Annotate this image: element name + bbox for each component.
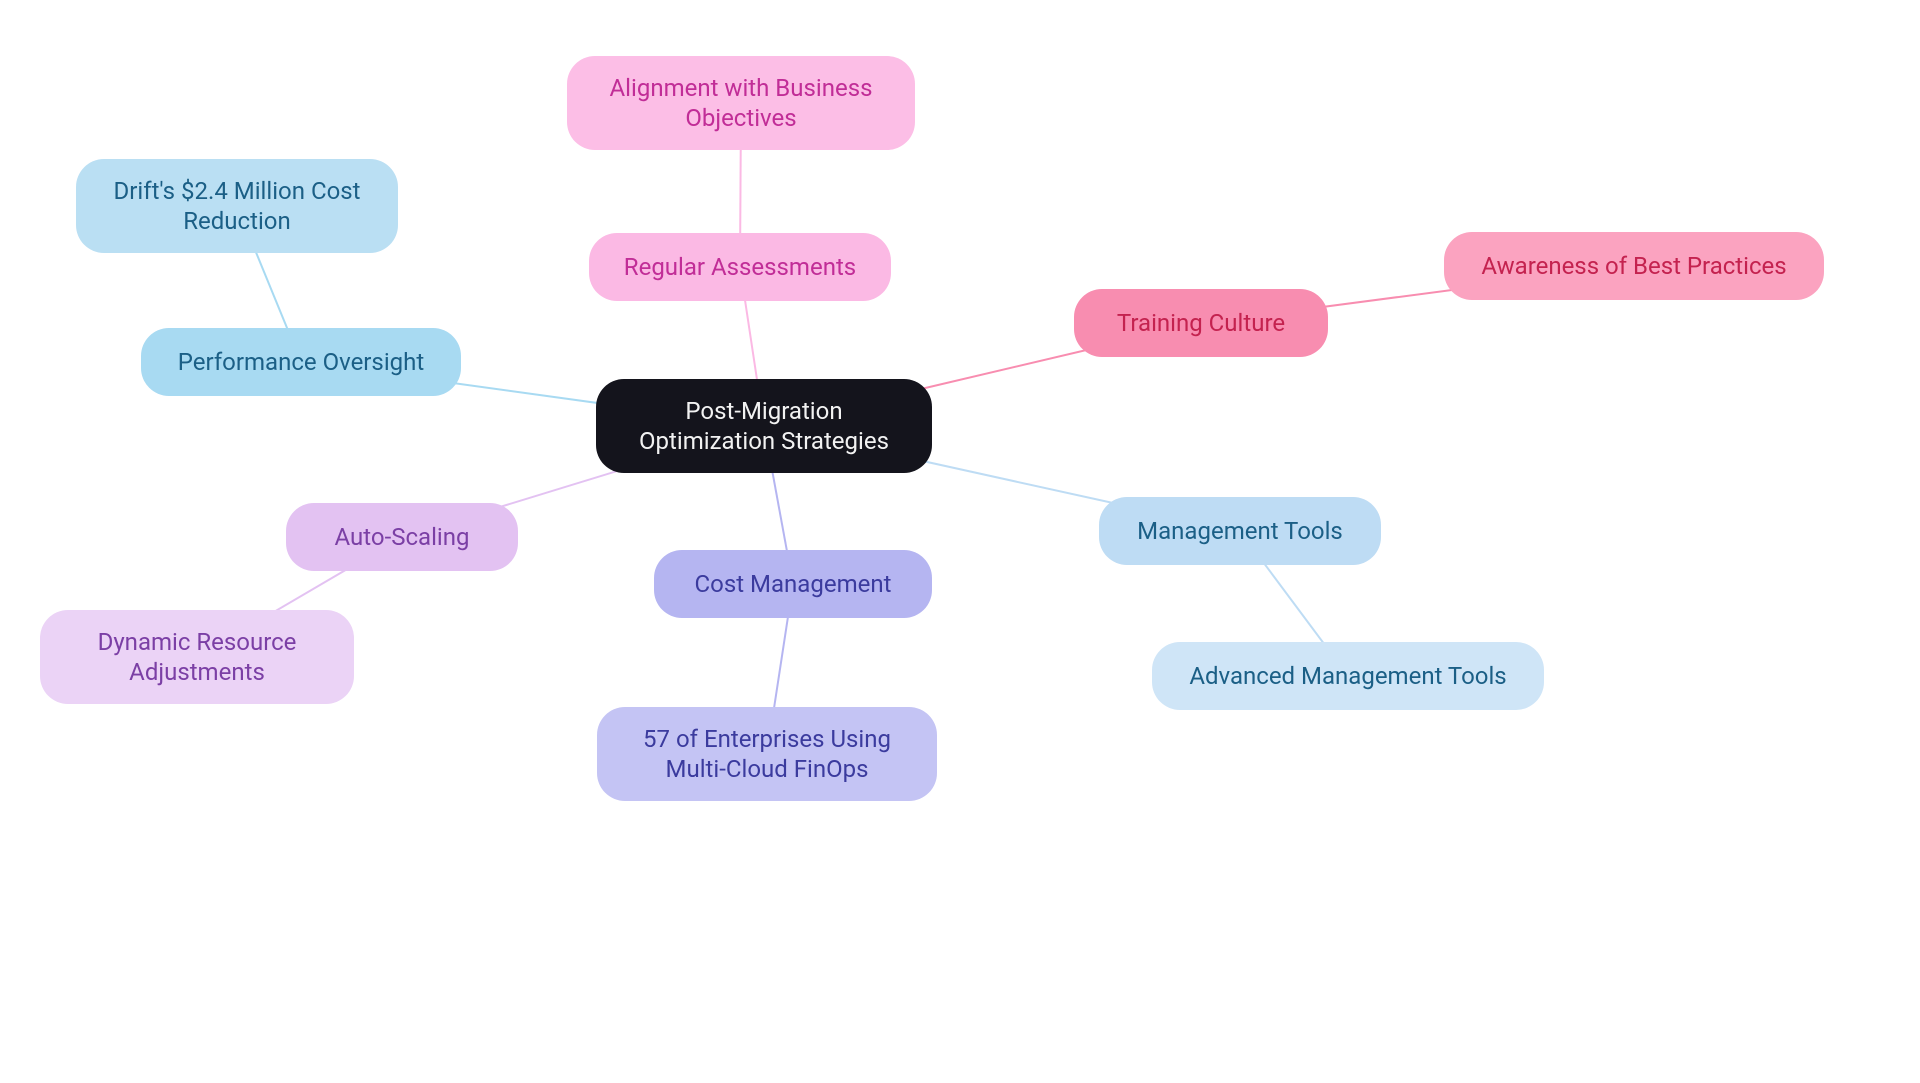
node-awareness: Awareness of Best Practices bbox=[1444, 232, 1824, 300]
node-finops: 57 of Enterprises Using Multi-Cloud FinO… bbox=[597, 707, 937, 801]
mindmap-canvas: Post-Migration Optimization Strategies Pe… bbox=[0, 0, 1920, 1083]
node-drift: Drift's $2.4 Million Cost Reduction bbox=[76, 159, 398, 253]
node-cost: Cost Management bbox=[654, 550, 932, 618]
node-training: Training Culture bbox=[1074, 289, 1328, 357]
node-dynamic: Dynamic Resource Adjustments bbox=[40, 610, 354, 704]
node-auto: Auto-Scaling bbox=[286, 503, 518, 571]
node-advmgmt: Advanced Management Tools bbox=[1152, 642, 1544, 710]
node-alignment: Alignment with Business Objectives bbox=[567, 56, 915, 150]
node-center: Post-Migration Optimization Strategies bbox=[596, 379, 932, 473]
node-perf: Performance Oversight bbox=[141, 328, 461, 396]
node-mgmt: Management Tools bbox=[1099, 497, 1381, 565]
node-regular: Regular Assessments bbox=[589, 233, 891, 301]
